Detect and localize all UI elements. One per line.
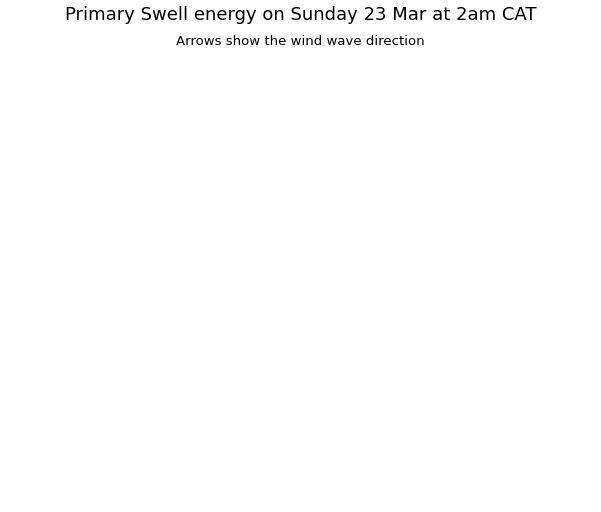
Text: Arrows show the wind wave direction: Arrows show the wind wave direction (176, 35, 425, 49)
Text: Primary Swell energy on Sunday 23 Mar at 2am CAT: Primary Swell energy on Sunday 23 Mar at… (65, 6, 536, 24)
Text: cartopy not available:
No module named 'cartopy': cartopy not available: No module named '… (204, 268, 397, 298)
